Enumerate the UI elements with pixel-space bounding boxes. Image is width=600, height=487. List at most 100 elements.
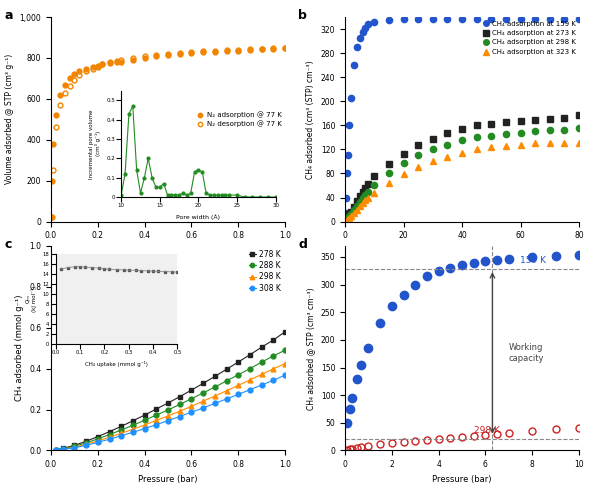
N₂ adsorption @ 77 K [258, 46, 265, 52]
CH₄ adsorption at 159 K [365, 21, 372, 27]
N₂ desorption @ 77 K [106, 59, 113, 65]
278 K [188, 387, 195, 393]
298 K [71, 444, 78, 450]
N₂ desorption @ 77 K [118, 56, 125, 62]
278 K [83, 438, 90, 444]
N₂ adsorption @ 77 K [247, 47, 254, 53]
308 K [258, 382, 265, 388]
N₂ desorption @ 77 K [223, 47, 230, 53]
CH₄ adsorption at 273 K [385, 162, 392, 168]
308 K [106, 436, 113, 442]
CH₄ adsorption at 159 K [341, 218, 349, 224]
Line: 298 K: 298 K [53, 361, 287, 452]
298 K [552, 427, 559, 432]
CH₄ adsorption at 273 K [343, 217, 350, 223]
CH₄ adsorption at 323 K [347, 213, 355, 219]
N₂ adsorption @ 77 K [223, 49, 230, 55]
288 K [52, 447, 59, 453]
CH₄ adsorption at 273 K [575, 112, 583, 117]
308 K [211, 400, 218, 406]
298 K [377, 442, 384, 448]
298 K [482, 432, 489, 438]
159 K [400, 292, 407, 298]
159 K [349, 395, 356, 401]
CH₄ adsorption at 273 K [350, 204, 358, 209]
308 K [152, 422, 160, 428]
N₂ adsorption @ 77 K [141, 55, 148, 61]
CH₄ adsorption at 273 K [356, 193, 363, 199]
N₂ adsorption @ 77 K [83, 66, 90, 72]
CH₄ adsorption at 298 K [344, 216, 351, 222]
159 K [435, 268, 442, 274]
N₂ desorption @ 77 K [61, 90, 68, 95]
278 K [176, 394, 184, 400]
Legend: CH₄ adsorption at 159 K, CH₄ adsorption at 273 K, CH₄ adsorption at 298 K, CH₄ a: CH₄ adsorption at 159 K, CH₄ adsorption … [484, 20, 575, 55]
Text: Working
capacity: Working capacity [509, 343, 544, 363]
Line: N₂ desorption @ 77 K: N₂ desorption @ 77 K [50, 45, 287, 220]
N₂ desorption @ 77 K [52, 125, 59, 131]
N₂ adsorption @ 77 K [211, 49, 218, 55]
288 K [199, 390, 206, 396]
CH₄ adsorption at 298 K [371, 183, 378, 188]
N₂ desorption @ 77 K [247, 46, 254, 52]
CH₄ adsorption at 273 K [488, 121, 495, 127]
298 K [505, 430, 512, 436]
Line: 298 K: 298 K [344, 425, 583, 453]
CH₄ adsorption at 323 K [502, 143, 509, 149]
Text: 159 K: 159 K [521, 256, 547, 265]
CH₄ adsorption at 159 K [517, 16, 524, 22]
159 K [446, 265, 454, 271]
CH₄ adsorption at 273 K [362, 185, 369, 191]
Line: CH₄ adsorption at 298 K: CH₄ adsorption at 298 K [342, 125, 582, 225]
Text: a: a [4, 9, 13, 22]
159 K [424, 273, 431, 279]
CH₄ adsorption at 298 K [532, 129, 539, 134]
298 K [400, 439, 407, 445]
CH₄ adsorption at 298 K [561, 127, 568, 132]
N₂ adsorption @ 77 K [176, 51, 184, 57]
Y-axis label: CH₄ adsorbed (cm³ (STP) cm⁻³): CH₄ adsorbed (cm³ (STP) cm⁻³) [306, 60, 315, 179]
278 K [118, 423, 125, 429]
CH₄ adsorption at 273 K [444, 130, 451, 136]
CH₄ adsorption at 159 K [488, 16, 495, 22]
278 K [211, 374, 218, 379]
CH₄ adsorption at 273 K [347, 209, 355, 215]
278 K [199, 380, 206, 386]
278 K [71, 442, 78, 448]
278 K [258, 344, 265, 350]
N₂ adsorption @ 77 K [47, 215, 55, 221]
CH₄ adsorption at 273 K [561, 115, 568, 121]
278 K [141, 412, 148, 418]
298 K [446, 435, 454, 441]
CH₄ adsorption at 298 K [362, 192, 369, 198]
CH₄ adsorption at 159 K [344, 152, 352, 158]
298 K [575, 426, 583, 431]
CH₄ adsorption at 323 K [341, 219, 349, 225]
CH₄ adsorption at 273 K [546, 116, 553, 122]
CH₄ adsorption at 298 K [353, 203, 360, 209]
N₂ desorption @ 77 K [99, 61, 106, 67]
159 K [412, 281, 419, 287]
308 K [52, 448, 59, 453]
N₂ adsorption @ 77 K [106, 60, 113, 66]
N₂ desorption @ 77 K [57, 102, 64, 108]
CH₄ adsorption at 298 K [344, 215, 352, 221]
CH₄ adsorption at 323 K [365, 195, 372, 201]
278 K [270, 337, 277, 343]
CH₄ adsorption at 159 K [444, 16, 451, 22]
159 K [505, 256, 512, 262]
N₂ desorption @ 77 K [49, 215, 56, 221]
N₂ adsorption @ 77 K [89, 64, 97, 70]
Line: CH₄ adsorption at 323 K: CH₄ adsorption at 323 K [342, 140, 582, 225]
CH₄ adsorption at 273 K [458, 126, 466, 132]
CH₄ adsorption at 323 K [444, 154, 451, 160]
298 K [199, 398, 206, 404]
Line: 159 K: 159 K [343, 251, 583, 427]
N₂ adsorption @ 77 K [50, 141, 57, 147]
CH₄ adsorption at 298 K [365, 188, 372, 194]
CH₄ adsorption at 298 K [575, 126, 583, 131]
N₂ adsorption @ 77 K [57, 92, 64, 98]
298 K [529, 428, 536, 434]
CH₄ adsorption at 159 K [356, 35, 363, 41]
288 K [141, 417, 148, 423]
